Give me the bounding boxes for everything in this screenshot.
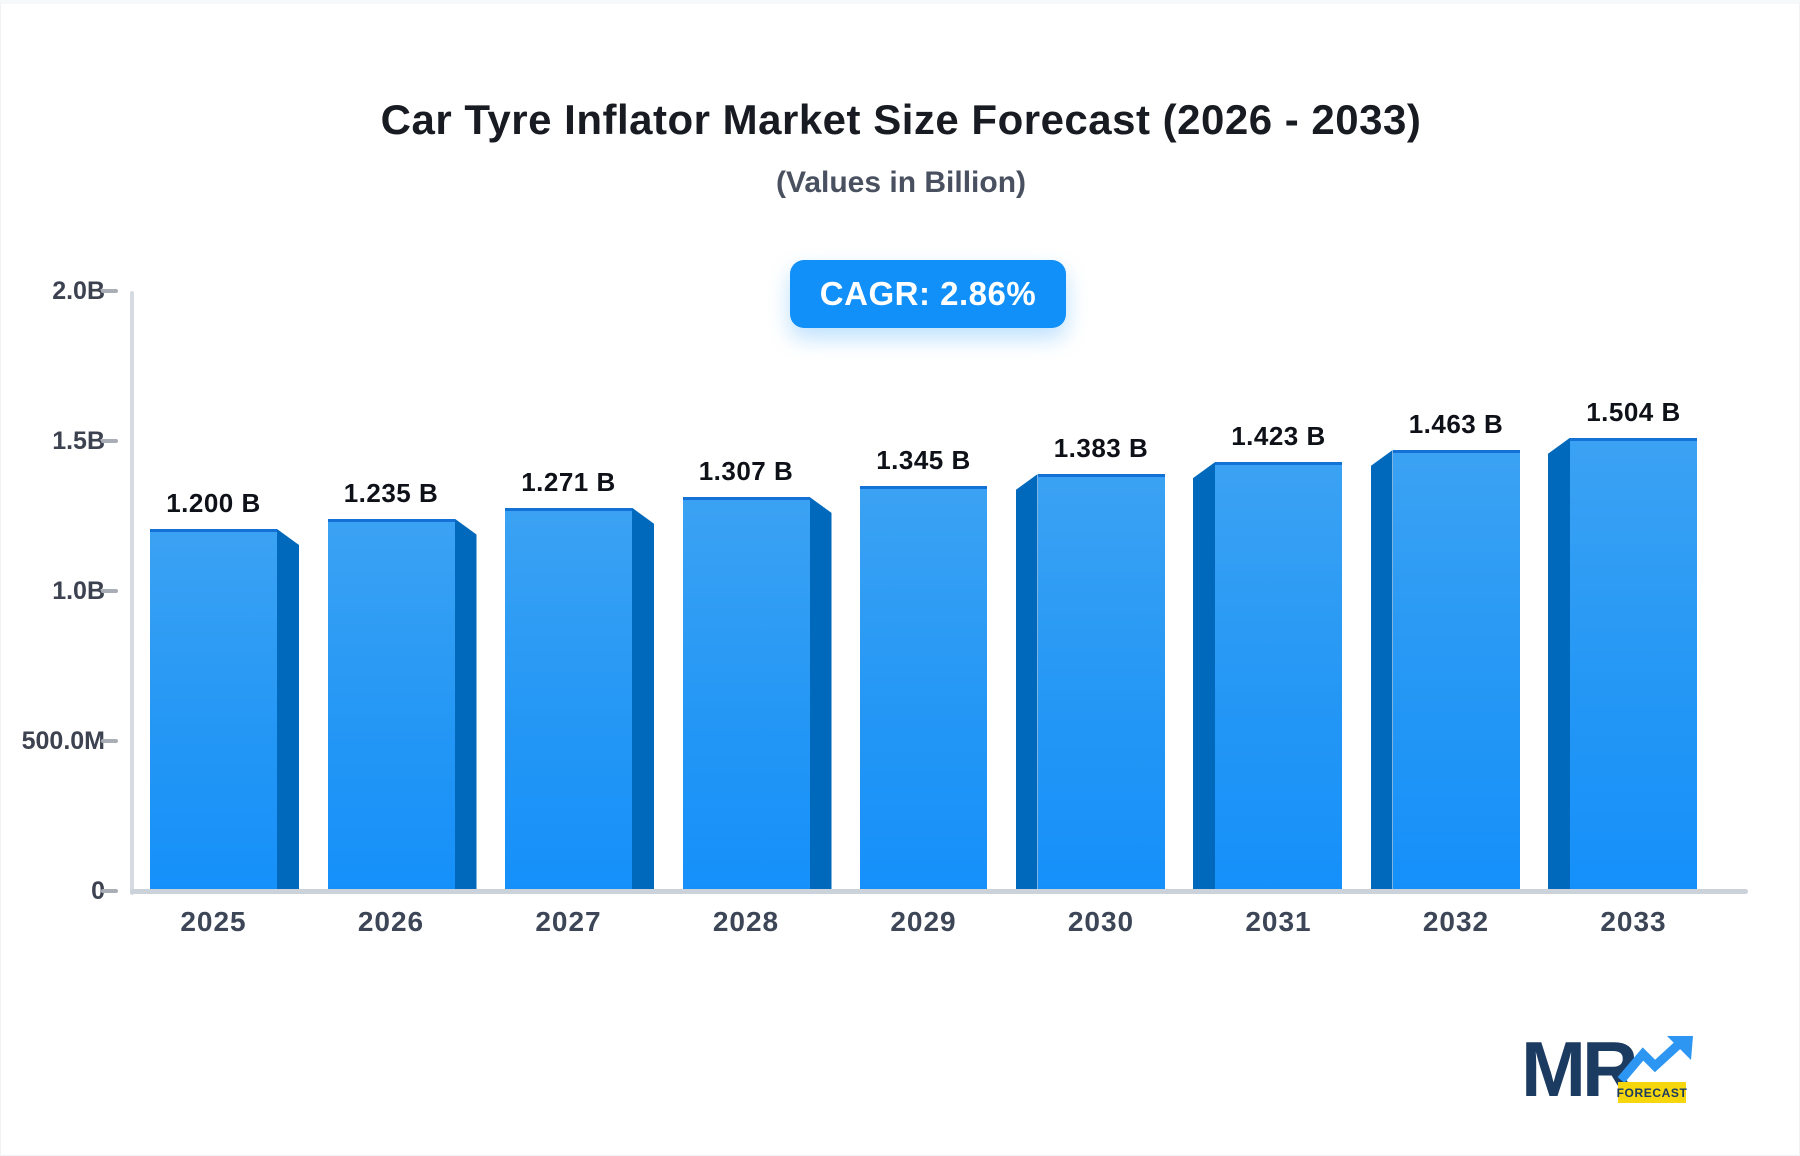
y-tick-label-2.0B: 2.0B (52, 277, 105, 305)
x-tick-label-2028: 2028 (712, 906, 780, 937)
chart-subtitle: (Values in Billion) (775, 166, 1027, 199)
bar-side-face (1015, 474, 1038, 890)
brand-logo: MR FORECAST (1521, 1026, 1711, 1114)
x-tick-label-2026: 2026 (357, 906, 425, 937)
x-tick-label-2027: 2027 (535, 906, 602, 937)
bar-value-label-2033: 1.504 B (1586, 396, 1681, 427)
bar-2026[interactable] (306, 518, 477, 890)
y-tick-dash (101, 889, 118, 893)
cagr-badge: CAGR: 2.86% (790, 260, 1066, 328)
bar-value-label-2029: 1.345 B (876, 444, 971, 475)
bar-value-label-2025: 1.200 B (166, 488, 261, 518)
bar-value-label-2027: 1.271 B (521, 466, 616, 497)
bar-front-face (1570, 437, 1697, 890)
bar-front-face (1037, 474, 1165, 890)
bar-2027[interactable] (483, 507, 654, 890)
bar-front-face (1392, 450, 1520, 890)
bar-front-face (682, 496, 810, 890)
bar-value-label-2030: 1.383 B (1053, 433, 1149, 464)
bar-side-face (277, 529, 299, 890)
x-axis-line (130, 889, 1748, 894)
bar-front-face (860, 485, 987, 890)
bar-front-face (327, 518, 455, 890)
logo-sub-text: FORECAST (1617, 1082, 1687, 1103)
bar-front-face (150, 529, 277, 890)
y-axis-line (130, 291, 134, 895)
x-tick-label-2029: 2029 (890, 906, 957, 937)
y-tick-dash (101, 589, 118, 593)
x-tick-label-2025: 2025 (180, 906, 247, 937)
bar-value-label-2032: 1.463 B (1408, 409, 1504, 440)
bar-2031[interactable] (1193, 462, 1364, 890)
bar-value-label-2028: 1.307 B (698, 455, 794, 486)
y-tick-label-500.0M: 500.0M (21, 727, 105, 755)
bar-2032[interactable] (1370, 450, 1542, 890)
bar-value-label-2031: 1.423 B (1231, 421, 1326, 452)
x-tick-label-2032: 2032 (1422, 906, 1490, 937)
x-tick-label-2030: 2030 (1067, 906, 1135, 937)
x-tick-label-2033: 2033 (1600, 906, 1667, 937)
bar-2028[interactable] (661, 496, 832, 890)
y-tick-dash (101, 439, 118, 443)
y-tick-label-1.0B: 1.0B (52, 577, 105, 605)
bar-front-face (505, 507, 632, 890)
bar-side-face (1370, 450, 1393, 890)
y-tick-dash (101, 289, 118, 293)
trend-arrow-icon (1617, 1036, 1693, 1083)
bar-2033[interactable] (1548, 437, 1719, 890)
bar-2025[interactable] (128, 529, 299, 890)
bar-front-face (1215, 462, 1342, 890)
bar-value-label-2026: 1.235 B (343, 477, 439, 508)
bar-side-face (1548, 437, 1570, 890)
bar-side-face (809, 496, 832, 890)
chart-title: Car Tyre Inflator Market Size Forecast (… (380, 96, 1422, 143)
y-tick-label-1.5B: 1.5B (52, 427, 105, 455)
bar-2029[interactable] (838, 485, 1009, 890)
y-tick-dash (101, 739, 118, 743)
x-tick-label-2031: 2031 (1245, 906, 1312, 937)
bar-2030[interactable] (1015, 474, 1187, 890)
bar-side-face (632, 507, 654, 890)
bar-side-face (454, 518, 477, 890)
bar-side-face (1193, 462, 1215, 890)
y-tick-label-0: 0 (91, 877, 105, 905)
